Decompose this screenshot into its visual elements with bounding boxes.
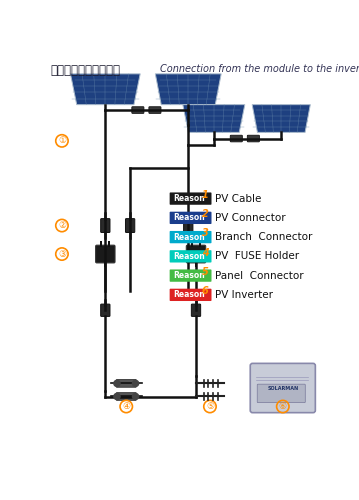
Text: ①: ①: [58, 136, 66, 145]
Circle shape: [114, 394, 120, 400]
FancyBboxPatch shape: [183, 218, 193, 232]
Circle shape: [114, 380, 120, 386]
Polygon shape: [252, 104, 310, 132]
Text: PV  FUSE Holder: PV FUSE Holder: [215, 252, 299, 262]
Text: Connection from the module to the inverter: Connection from the module to the invert…: [159, 64, 359, 74]
FancyBboxPatch shape: [191, 304, 201, 316]
Text: Reason: Reason: [173, 290, 205, 300]
FancyBboxPatch shape: [126, 218, 135, 232]
FancyBboxPatch shape: [170, 212, 211, 224]
Text: 5: 5: [202, 267, 209, 277]
FancyBboxPatch shape: [257, 384, 305, 402]
Circle shape: [132, 380, 139, 386]
FancyBboxPatch shape: [95, 245, 115, 263]
FancyBboxPatch shape: [116, 380, 136, 387]
Text: ③: ③: [58, 250, 66, 258]
Text: 1: 1: [202, 190, 209, 200]
FancyBboxPatch shape: [116, 392, 136, 400]
Text: Reason: Reason: [173, 194, 205, 203]
Text: ⑤: ⑤: [206, 402, 214, 411]
FancyBboxPatch shape: [170, 192, 211, 205]
FancyBboxPatch shape: [170, 288, 211, 301]
Text: Reason: Reason: [173, 232, 205, 241]
Text: 3: 3: [202, 228, 209, 238]
FancyBboxPatch shape: [149, 106, 161, 114]
Text: Reason: Reason: [173, 214, 205, 222]
FancyBboxPatch shape: [170, 250, 211, 262]
FancyBboxPatch shape: [101, 218, 110, 232]
FancyBboxPatch shape: [170, 231, 211, 243]
Text: Panel  Connector: Panel Connector: [215, 270, 303, 280]
FancyBboxPatch shape: [101, 304, 110, 316]
Text: PV Connector: PV Connector: [215, 213, 285, 223]
Text: ⑥: ⑥: [279, 402, 287, 411]
Polygon shape: [183, 104, 245, 132]
Text: 从组件到逆变器的连接: 从组件到逆变器的连接: [50, 64, 120, 77]
Polygon shape: [70, 74, 140, 104]
FancyBboxPatch shape: [250, 364, 315, 412]
Text: SOLARMAN: SOLARMAN: [267, 386, 298, 392]
FancyBboxPatch shape: [170, 270, 211, 282]
FancyBboxPatch shape: [186, 245, 206, 263]
Circle shape: [132, 394, 139, 400]
Text: Branch  Connector: Branch Connector: [215, 232, 312, 242]
Text: PV Cable: PV Cable: [215, 194, 261, 203]
Text: 2: 2: [202, 209, 209, 219]
FancyBboxPatch shape: [247, 135, 260, 142]
Text: ④: ④: [122, 402, 130, 411]
Text: Reason: Reason: [173, 271, 205, 280]
Text: 6: 6: [202, 286, 209, 296]
FancyBboxPatch shape: [230, 135, 242, 142]
FancyBboxPatch shape: [132, 106, 144, 114]
Text: Reason: Reason: [173, 252, 205, 261]
Text: PV Inverter: PV Inverter: [215, 290, 272, 300]
Polygon shape: [155, 74, 221, 104]
Text: ②: ②: [58, 221, 66, 230]
Text: 4: 4: [202, 248, 209, 258]
